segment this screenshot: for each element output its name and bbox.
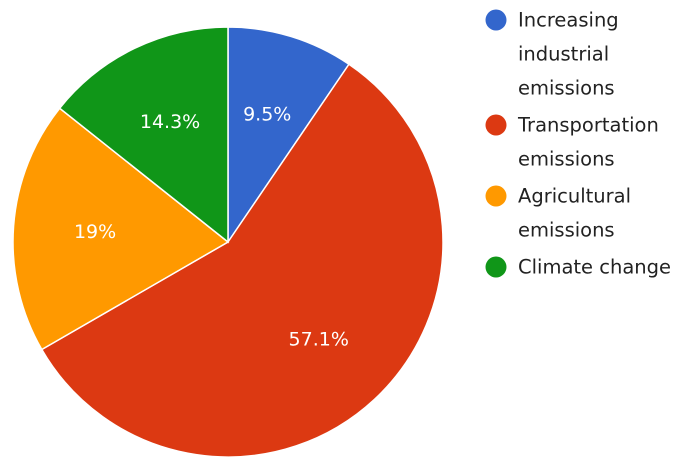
- legend-item: Transportation emissions: [485, 114, 659, 171]
- legend-swatch-icon: [485, 9, 507, 31]
- legend-label-line: Climate change: [518, 256, 671, 279]
- pie-slice-3: [12, 107, 230, 351]
- legend-label-line: Agricultural: [518, 185, 631, 208]
- slice-value-label: 14.3%: [140, 111, 200, 133]
- pie-slices: [12, 26, 444, 457]
- slice-value-label: 9.5%: [243, 104, 291, 126]
- pie-slice-1: [227, 26, 350, 245]
- legend-label-line: Transportation: [517, 114, 659, 137]
- legend-label-line: industrial: [518, 43, 609, 66]
- legend-label-line: emissions: [518, 77, 615, 100]
- legend-label-line: Increasing: [518, 9, 619, 32]
- pie-slice-2: [40, 63, 444, 457]
- pie-slice-labels: 9.5% 57.1% 19% 14.3%: [74, 104, 349, 351]
- legend: IncreasingindustrialemissionsTransportat…: [485, 9, 671, 279]
- legend-item: Climate change: [485, 256, 671, 279]
- legend-label-line: emissions: [518, 219, 615, 242]
- legend-swatch-icon: [485, 256, 507, 278]
- legend-item: Agricultural emissions: [485, 185, 631, 242]
- legend-item: Increasing industrial emissions: [485, 9, 619, 100]
- legend-label-line: emissions: [518, 148, 615, 171]
- pie-slice-4: [58, 26, 229, 244]
- legend-swatch-icon: [485, 185, 507, 207]
- slice-value-label: 57.1%: [289, 329, 349, 351]
- legend-swatch-icon: [485, 114, 507, 136]
- slice-value-label: 19%: [74, 221, 116, 243]
